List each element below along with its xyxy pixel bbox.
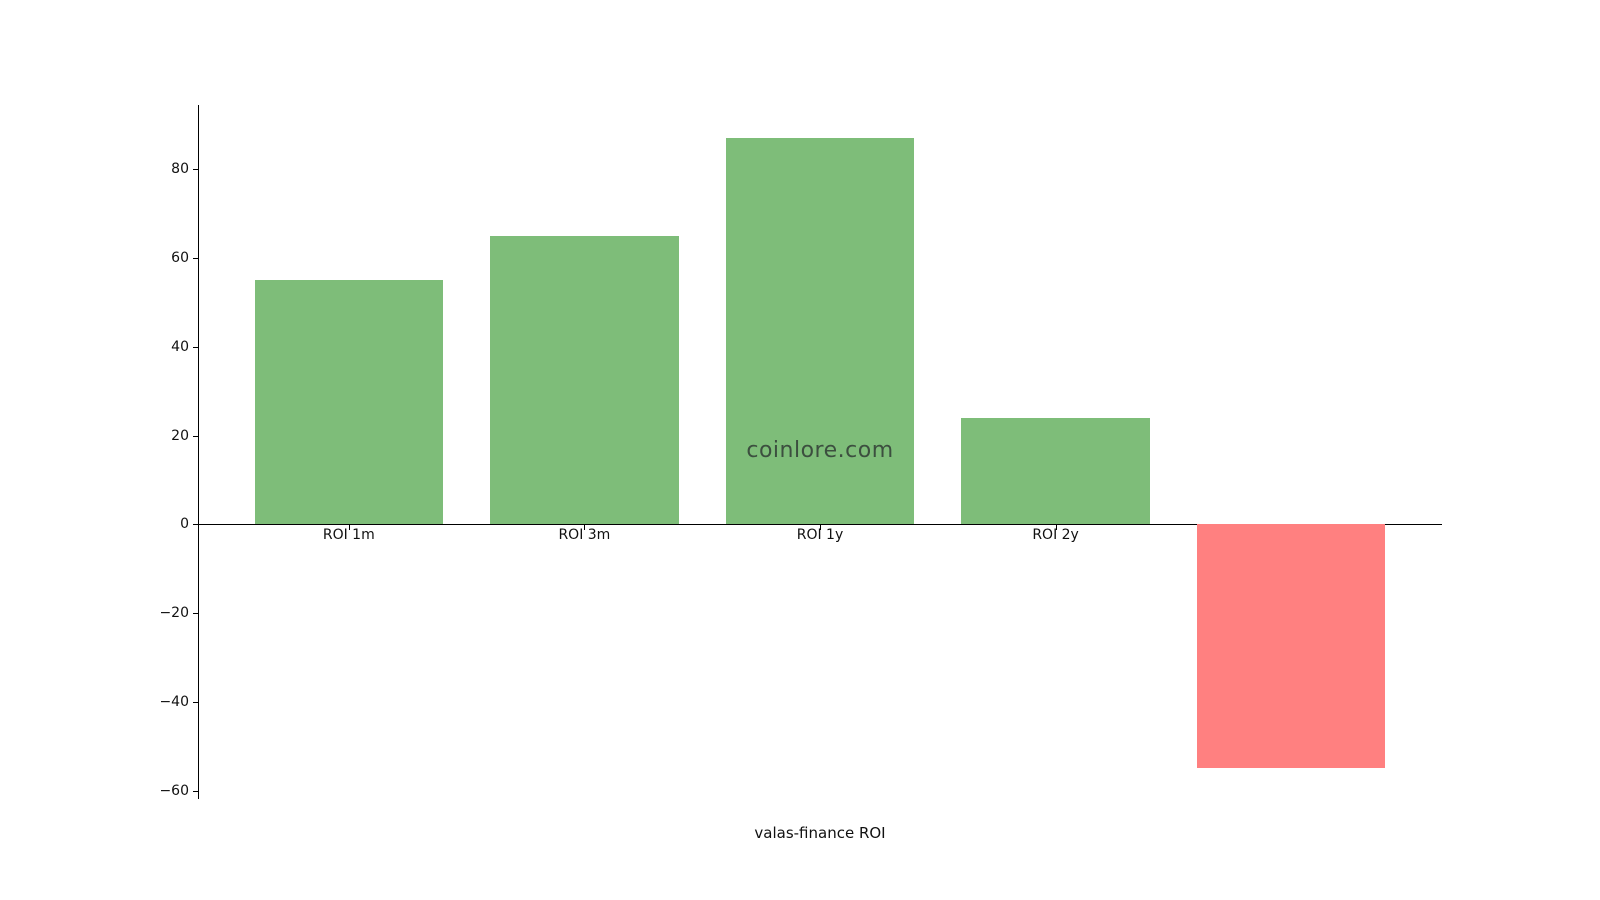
y-tick-mark — [193, 790, 198, 792]
y-tick-label: −20 — [159, 605, 189, 622]
watermark-text: coinlore.com — [746, 438, 894, 463]
y-tick-label: 0 — [180, 516, 189, 533]
y-tick-label: −60 — [159, 782, 189, 799]
y-axis-spine — [198, 105, 199, 799]
y-tick-label: 80 — [171, 161, 189, 178]
y-tick-mark — [193, 435, 198, 437]
x-tick-label: ROI 1m — [322, 527, 375, 544]
x-tick-mark — [820, 524, 821, 531]
y-tick-label: 60 — [171, 250, 189, 267]
x-tick-label: ROI 1y — [796, 527, 844, 544]
y-tick-mark — [193, 701, 198, 703]
x-tick-label: ROI 2y — [1032, 527, 1079, 544]
x-tick-label: ROI 3m — [558, 527, 611, 544]
bar-roi-3m — [490, 235, 679, 525]
y-tick-mark — [193, 613, 198, 615]
y-tick-mark — [193, 258, 198, 260]
bar-roi-2y — [961, 417, 1150, 525]
bar-roi-1m — [254, 280, 444, 525]
x-tick-mark — [1055, 524, 1057, 531]
chart-title: valas-finance ROI — [754, 824, 886, 842]
x-tick-mark — [348, 524, 350, 531]
bar-roi-1y — [725, 138, 915, 525]
bar-unlabeled — [1196, 524, 1386, 769]
y-tick-mark — [193, 169, 198, 171]
y-tick-label: −40 — [159, 693, 189, 710]
y-tick-label: 40 — [171, 338, 189, 355]
y-tick-label: 20 — [171, 427, 189, 444]
y-tick-mark — [193, 346, 198, 348]
x-tick-mark — [584, 524, 586, 531]
y-tick-mark — [193, 524, 198, 526]
